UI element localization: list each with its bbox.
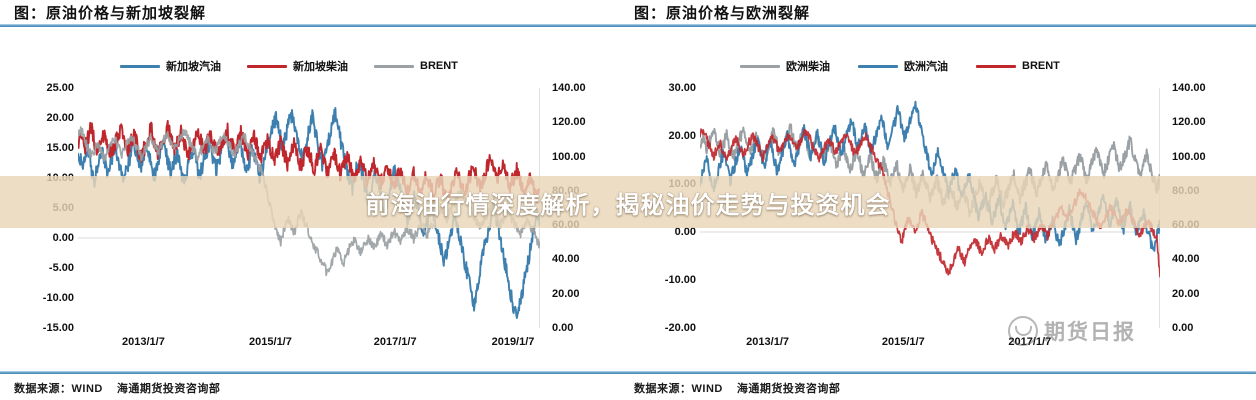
axis-tick-label: 140.00 (552, 82, 586, 94)
legend-item: 新加坡柴油 (247, 58, 348, 74)
chart-svg-right (700, 88, 1160, 328)
axis-tick-label: 0.00 (674, 226, 696, 238)
page-title-right: 图：原油价格与欧洲裂解 (634, 5, 811, 22)
axis-tick-label: 2013/1/7 (746, 336, 790, 348)
chart-panel-right: 图：原油价格与欧洲裂解 欧洲柴油 欧洲汽油 BRENT 30.00 20.00 10… (620, 0, 1256, 400)
source-org: 海通期货投资咨询部 (736, 383, 841, 395)
axis-tick-label: 40.00 (1172, 253, 1200, 266)
legend-label: BRENT (1022, 60, 1060, 72)
axis-tick-label: 20.00 (668, 130, 696, 142)
legend-swatch-icon (247, 64, 287, 68)
y-axis-left-labels-right-chart: 30.00 20.00 10.00 0.00 -10.00 -20.00 (640, 82, 696, 334)
legend-label: 新加坡柴油 (293, 61, 348, 73)
legend-swatch-icon (858, 64, 898, 68)
legend-item: 欧洲柴油 (740, 58, 830, 74)
plot-area-left (78, 88, 540, 328)
legend-item: BRENT (374, 60, 458, 72)
y-axis-right-labels-left-chart: 140.00 120.00 100.00 80.00 60.00 40.00 20.00 0.… (552, 82, 614, 334)
axis-tick-label: 0.00 (552, 322, 574, 334)
axis-tick-label: 60.00 (1172, 219, 1200, 232)
axis-tick-label: 20.00 (552, 287, 580, 300)
axis-tick-label: 2019/1/7 (491, 336, 535, 348)
axis-tick-label: 2015/1/7 (881, 336, 925, 348)
y-axis-right-labels-right-chart: 140.00 120.00 100.00 80.00 60.00 40.00 20.00 0.… (1172, 82, 1238, 334)
axis-tick-label: -10.00 (42, 292, 74, 304)
chart-svg-left (78, 88, 540, 328)
axis-tick-label: 15.00 (46, 142, 74, 154)
legend-swatch-icon (374, 64, 414, 68)
x-axis-labels-left-chart: 2013/1/7 2015/1/7 2017/1/7 2019/1/7 (78, 336, 540, 354)
axis-tick-label: 100.00 (552, 150, 586, 163)
axis-tick-label: 2015/1/7 (249, 336, 292, 348)
x-axis-labels-right-chart: 2013/1/7 2015/1/7 2017/1/7 (700, 336, 1160, 354)
axis-tick-label: 5.00 (52, 202, 74, 214)
legend-label: 欧洲汽油 (904, 61, 948, 73)
axis-tick-label: 40.00 (552, 253, 580, 266)
legend-label: BRENT (420, 60, 458, 72)
axis-tick-label: 80.00 (552, 184, 580, 197)
source-value: WIND (71, 383, 103, 395)
chart-legend-right: 欧洲柴油 欧洲汽油 BRENT (740, 56, 1060, 76)
axis-tick-label: 0.00 (52, 232, 74, 244)
legend-item: BRENT (976, 60, 1060, 72)
source-note: 数据来源：WIND 海通期货投资咨询部 (14, 380, 220, 396)
source-org: 海通期货投资咨询部 (116, 383, 221, 395)
axis-tick-label: 10.00 (668, 178, 696, 190)
axis-tick-label: 20.00 (1172, 287, 1200, 300)
axis-tick-label: 2013/1/7 (121, 336, 165, 348)
legend-item: 新加坡汽油 (120, 58, 221, 74)
axis-tick-label: 30.00 (668, 82, 696, 94)
axis-tick-label: 0.00 (1172, 322, 1194, 334)
axis-tick-label: 60.00 (552, 219, 580, 232)
y-axis-left-labels-left-chart: 25.00 20.00 15.00 10.00 5.00 0.00 -5.00 -10.00 -… (18, 82, 74, 334)
axis-tick-label: -20.00 (664, 322, 696, 334)
axis-tick-label: 25.00 (46, 82, 74, 94)
axis-tick-label: 120.00 (552, 116, 586, 129)
series-line (700, 100, 1160, 252)
legend-label: 欧洲柴油 (786, 61, 830, 73)
legend-swatch-icon (740, 64, 780, 68)
legend-label: 新加坡汽油 (166, 61, 221, 73)
chart-legend-left: 新加坡汽油 新加坡柴油 BRENT (120, 56, 458, 76)
source-note-right: 数据来源：WIND 海通期货投资咨询部 (634, 380, 840, 396)
axis-tick-label: -15.00 (42, 322, 74, 334)
axis-tick-label: -5.00 (48, 262, 74, 274)
axis-tick-label: 20.00 (46, 112, 74, 124)
source-label: 数据来源： (634, 383, 692, 395)
legend-swatch-icon (120, 64, 160, 68)
axis-tick-label: 80.00 (1172, 184, 1200, 197)
axis-tick-label: 100.00 (1172, 150, 1206, 163)
bottom-divider-right (620, 371, 1256, 374)
source-value: WIND (691, 383, 723, 395)
axis-tick-label: 120.00 (1172, 116, 1206, 129)
plot-area-right (700, 88, 1160, 328)
axis-tick-label: 2017/1/7 (1008, 336, 1052, 348)
source-label: 数据来源： (14, 383, 72, 395)
legend-item: 欧洲汽油 (858, 58, 948, 74)
axis-tick-label: -10.00 (664, 274, 696, 286)
axis-tick-label: 2017/1/7 (373, 336, 417, 348)
title-divider (0, 24, 620, 27)
bottom-divider (0, 371, 620, 374)
chart-panel-left: 图：原油价格与新加坡裂解 新加坡汽油 新加坡柴油 BRENT 25.00 20.0… (0, 0, 620, 400)
title-divider-right (620, 24, 1256, 27)
axis-tick-label: 10.00 (46, 172, 74, 184)
axis-tick-label: 140.00 (1172, 82, 1206, 94)
legend-swatch-icon (976, 64, 1016, 68)
page-title: 图：原油价格与新加坡裂解 (14, 5, 207, 22)
